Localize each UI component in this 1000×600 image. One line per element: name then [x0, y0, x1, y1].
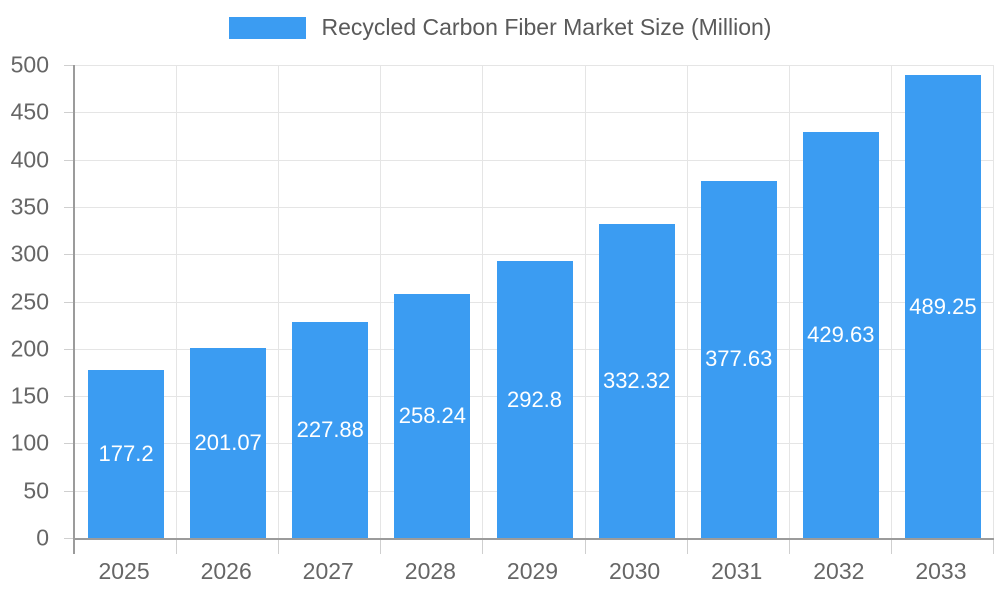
- y-axis-tick: [64, 490, 73, 492]
- y-axis-tick: [64, 159, 73, 161]
- bar-value-label: 177.2: [98, 441, 154, 467]
- vertical-gridline: [584, 65, 586, 538]
- bar-value-label: 489.25: [909, 293, 977, 319]
- x-axis-label: 2033: [915, 558, 967, 584]
- x-axis-tick: [890, 540, 892, 554]
- y-axis-label: 250: [10, 288, 49, 314]
- x-axis-labels: 2025 2026 2027 2028 2029 2030 2031 2032 2033: [73, 538, 992, 598]
- y-axis-label: 150: [10, 382, 49, 409]
- horizontal-gridline: [75, 112, 994, 114]
- plot-area: 177.2 201.07 227.88 258.24 292.8 332.32 377.63…: [64, 65, 994, 554]
- bar-2027[interactable]: 227.88: [292, 322, 369, 538]
- y-axis-tick: [64, 538, 73, 539]
- x-axis-label: 2032: [813, 558, 865, 584]
- x-axis-tick: [993, 540, 994, 554]
- y-axis-label: 300: [10, 240, 49, 267]
- y-axis-tick: [64, 396, 73, 398]
- legend: Recycled Carbon Fiber Market Size (Milli…: [0, 14, 1000, 41]
- bar-value-label: 292.8: [506, 386, 563, 412]
- x-axis-label: 2030: [609, 558, 661, 584]
- horizontal-gridline: [75, 254, 994, 256]
- legend-swatch[interactable]: [228, 16, 306, 39]
- vertical-gridline: [686, 65, 688, 538]
- bar-2026[interactable]: 201.07: [190, 347, 267, 538]
- y-axis-tick: [64, 65, 73, 66]
- bar-value-label: 201.07: [194, 429, 262, 455]
- x-axis-label: 2025: [98, 558, 150, 584]
- y-axis-tick: [64, 301, 73, 303]
- x-axis-label: 2029: [506, 558, 559, 584]
- y-axis-label: 100: [10, 429, 49, 456]
- bar-value-label: 227.88: [296, 417, 364, 443]
- x-axis-label: 2028: [404, 558, 456, 584]
- y-axis-label: 200: [10, 335, 49, 362]
- vertical-gridline: [788, 65, 790, 538]
- x-axis-tick: [686, 540, 688, 554]
- bar-2032[interactable]: 429.63: [802, 131, 879, 538]
- x-axis-label: 2027: [302, 558, 354, 584]
- legend-label[interactable]: Recycled Carbon Fiber Market Size (Milli…: [321, 14, 772, 40]
- x-axis-tick: [788, 540, 790, 554]
- x-axis-label: 2031: [711, 558, 763, 584]
- bar-value-label: 429.63: [807, 321, 875, 347]
- y-axis-label: 350: [10, 193, 49, 220]
- x-axis-tick: [73, 540, 75, 554]
- bar-2028[interactable]: 258.24: [394, 293, 471, 538]
- y-axis-tick: [64, 254, 73, 256]
- y-axis-label: 400: [10, 146, 49, 173]
- y-axis-label: 0: [36, 524, 49, 551]
- vertical-gridline: [993, 65, 994, 538]
- bar-2033[interactable]: 489.25: [904, 75, 981, 538]
- y-axis-label: 50: [23, 477, 49, 504]
- bar-2025[interactable]: 177.2: [88, 370, 165, 538]
- vertical-gridline: [278, 65, 280, 538]
- y-axis-label: 500: [10, 51, 49, 78]
- y-axis-tick: [64, 443, 73, 445]
- y-axis-label: 450: [10, 98, 49, 125]
- y-axis-labels: 0 50 100 150 200 250 300 350 400 450 500: [0, 52, 62, 551]
- bar-2030[interactable]: 332.32: [598, 223, 675, 538]
- bar-value-label: 258.24: [398, 402, 467, 428]
- horizontal-gridline: [75, 65, 994, 66]
- x-axis-label: 2026: [200, 558, 252, 584]
- y-axis-tick: [64, 348, 73, 350]
- x-axis-tick: [380, 540, 382, 554]
- x-axis-tick: [584, 540, 586, 554]
- y-axis-tick: [64, 112, 73, 114]
- bar-value-label: 377.63: [705, 346, 773, 372]
- bar-2029[interactable]: 292.8: [496, 261, 573, 538]
- x-axis-tick: [176, 540, 178, 554]
- vertical-gridline: [482, 65, 484, 538]
- y-axis-tick: [64, 206, 73, 208]
- horizontal-gridline: [75, 159, 994, 161]
- bar-value-label: 332.32: [602, 367, 671, 393]
- vertical-gridline: [176, 65, 178, 538]
- vertical-gridline: [380, 65, 382, 538]
- x-axis-tick: [278, 540, 280, 554]
- x-axis-tick: [482, 540, 484, 554]
- vertical-gridline: [890, 65, 892, 538]
- bar-2031[interactable]: 377.63: [700, 180, 777, 538]
- horizontal-gridline: [75, 206, 994, 208]
